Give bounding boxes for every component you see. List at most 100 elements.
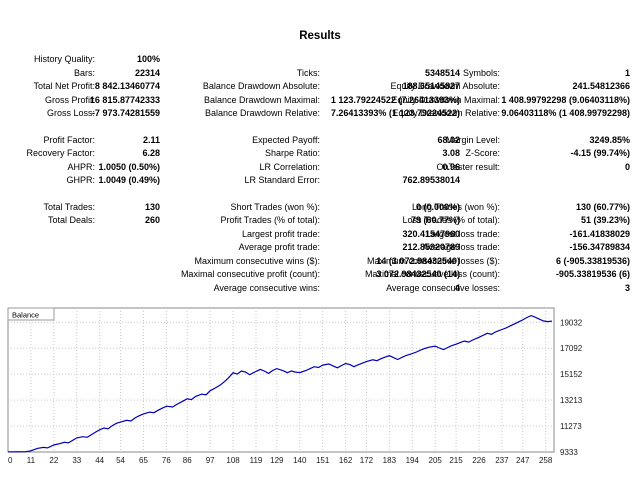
stat-value: 16 815.87742333 — [89, 94, 160, 105]
stat-value: -156.34789834 — [569, 242, 630, 252]
x-axis-label: 172 — [360, 456, 374, 465]
stat-row: Profit Factor: 2.11 Expected Payoff: 68.02 M… — [6, 134, 634, 148]
stat-value: 4 — [454, 282, 460, 293]
stat-row: Average consecutive wins: 4 Average consec… — [6, 282, 634, 296]
stat-label: LR Standard Error: — [244, 175, 320, 185]
y-axis-label: 11273 — [560, 422, 582, 431]
stat-label: Loss Trades (% of total): — [402, 215, 500, 225]
stat-label: Average consecutive wins: — [213, 282, 320, 293]
stat-label: Symbols: — [462, 67, 500, 78]
stat-row: Gross Loss: -7 973.74281559 Balance Drawdo… — [6, 107, 634, 121]
stat-value: -161.41838029 — [569, 228, 630, 239]
y-axis-label: 13213 — [560, 396, 583, 405]
stat-label: Total Deals: — [47, 215, 95, 225]
stat-label: Average loss trade: — [422, 242, 500, 252]
stat-label: LR Correlation: — [259, 161, 320, 172]
stat-value: 3.08 — [442, 148, 460, 158]
x-axis-label: 11 — [27, 456, 36, 465]
stat-label: Total Net Profit: — [33, 81, 95, 91]
stat-label: Total Trades: — [43, 201, 95, 212]
stat-label: Sharpe Ratio: — [264, 148, 320, 158]
stat-label: Equity Drawdown Maximal: — [391, 94, 500, 105]
stat-label: Balance Drawdown Relative: — [204, 108, 320, 118]
stat-value: 5348514 — [424, 67, 460, 78]
stat-row: AHPR: 1.0050 (0.50%) LR Correlation: 0.96 On… — [6, 161, 634, 175]
stat-value: 1 — [624, 67, 630, 78]
stat-value: 0 — [624, 161, 630, 172]
x-axis-label: 237 — [495, 456, 509, 465]
stat-label: Equity Drawdown Absolute: — [390, 81, 500, 91]
balance-chart: 9333 11273 13213 15152 17092 19032 0 11 22 33 44 54… — [6, 306, 634, 476]
stat-label: Maximal consecutive loss (count): — [364, 269, 500, 279]
section-gap — [6, 121, 634, 134]
stat-label: Ticks: — [296, 67, 320, 78]
stat-value: 212.85920789 — [402, 242, 460, 252]
stat-value: 0.96 — [442, 161, 460, 172]
stat-label: Largest profit trade: — [241, 228, 320, 239]
stat-value: 100% — [136, 54, 160, 64]
stat-label: Equity Drawdown Relative: — [392, 108, 500, 118]
x-axis-label: 86 — [183, 456, 192, 465]
stat-value: -7 973.74281559 — [91, 108, 160, 118]
x-axis-label: 226 — [472, 456, 486, 465]
stat-value: 1.0049 (0.49%) — [98, 175, 160, 185]
stat-value: 6.28 — [142, 148, 160, 158]
x-axis-label: 54 — [116, 456, 125, 465]
y-axis-label: 9333 — [560, 448, 578, 457]
stat-value: 14 (3 072.98432540) — [376, 255, 460, 266]
stat-row: Average profit trade: 212.85920789 Average… — [6, 241, 634, 255]
stat-label: Margin Level: — [445, 134, 500, 145]
stat-row: Recovery Factor: 6.28 Sharpe Ratio: 3.08 Z-S… — [6, 147, 634, 161]
x-axis-label: 247 — [516, 456, 530, 465]
stat-value: 3 072.98432540 (14) — [376, 269, 460, 279]
stat-value: 68.02 — [437, 134, 460, 145]
stat-label: Profit Factor: — [43, 134, 95, 145]
stat-value: 3249.85% — [589, 134, 630, 145]
stat-value: 241.54812366 — [572, 81, 630, 91]
x-axis-label: 65 — [139, 456, 148, 465]
stat-value: 6 (-905.33819536) — [555, 255, 630, 266]
stat-label: Recovery Factor: — [26, 148, 95, 158]
stat-value: 130 — [144, 201, 160, 212]
stat-label: AHPR: — [67, 161, 95, 172]
results-stats-table: History Quality: 100% Bars: 22314 Ticks: 5348… — [6, 53, 634, 295]
x-axis-label: 33 — [72, 456, 81, 465]
stat-label: Short Trades (won %): — [230, 201, 320, 212]
x-axis-label: 215 — [449, 456, 463, 465]
y-axis-label: 15152 — [560, 370, 583, 379]
stat-row: Bars: 22314 Ticks: 5348514 Symbols: 1 — [6, 67, 634, 81]
stat-value: 1.0050 (0.50%) — [98, 161, 160, 172]
x-axis-label: 258 — [539, 456, 553, 465]
stat-value: 22314 — [134, 67, 160, 78]
plot-area — [7, 307, 555, 453]
stat-label: Balance Drawdown Maximal: — [203, 94, 320, 105]
stat-label: Gross Profit: — [44, 94, 95, 105]
x-axis-label: 183 — [383, 456, 397, 465]
stat-value: 2.11 — [142, 134, 160, 145]
stat-row: Total Trades: 130 Short Trades (won %): 0 (… — [6, 201, 634, 215]
section-gap — [6, 188, 634, 201]
stat-value: -4.15 (99.74%) — [570, 148, 630, 158]
stat-label: Expected Payoff: — [252, 134, 320, 145]
x-axis-label: 97 — [206, 456, 215, 465]
stat-row: GHPR: 1.0049 (0.49%) LR Standard Error: 762… — [6, 174, 634, 188]
page-title: Results — [299, 30, 341, 42]
stat-value: -905.33819536 (6) — [555, 269, 630, 279]
stat-row: Gross Profit: 16 815.87742333 Balance Draw… — [6, 94, 634, 108]
stat-label: GHPR: — [66, 175, 95, 185]
stat-label: Balance Drawdown Absolute: — [202, 81, 320, 91]
stat-label: Maximal consecutive profit (count): — [180, 269, 320, 279]
balance-chart-svg: 9333 11273 13213 15152 17092 19032 0 11 22 33 44 54… — [7, 307, 583, 465]
y-axis-label: 17092 — [560, 344, 583, 353]
balance-line — [7, 314, 552, 453]
stat-label: Long Trades (won %): — [411, 201, 500, 212]
stat-value: 762.89538014 — [402, 175, 460, 185]
x-axis-label: 151 — [316, 456, 330, 465]
stat-value: 9.06403118% (1 408.99792298) — [501, 108, 630, 118]
stat-row: History Quality: 100% — [6, 53, 634, 67]
x-axis-label: 162 — [339, 456, 353, 465]
x-axis-label: 129 — [270, 456, 284, 465]
x-axis-label: 119 — [250, 456, 263, 465]
stat-value: 3 — [624, 282, 630, 293]
